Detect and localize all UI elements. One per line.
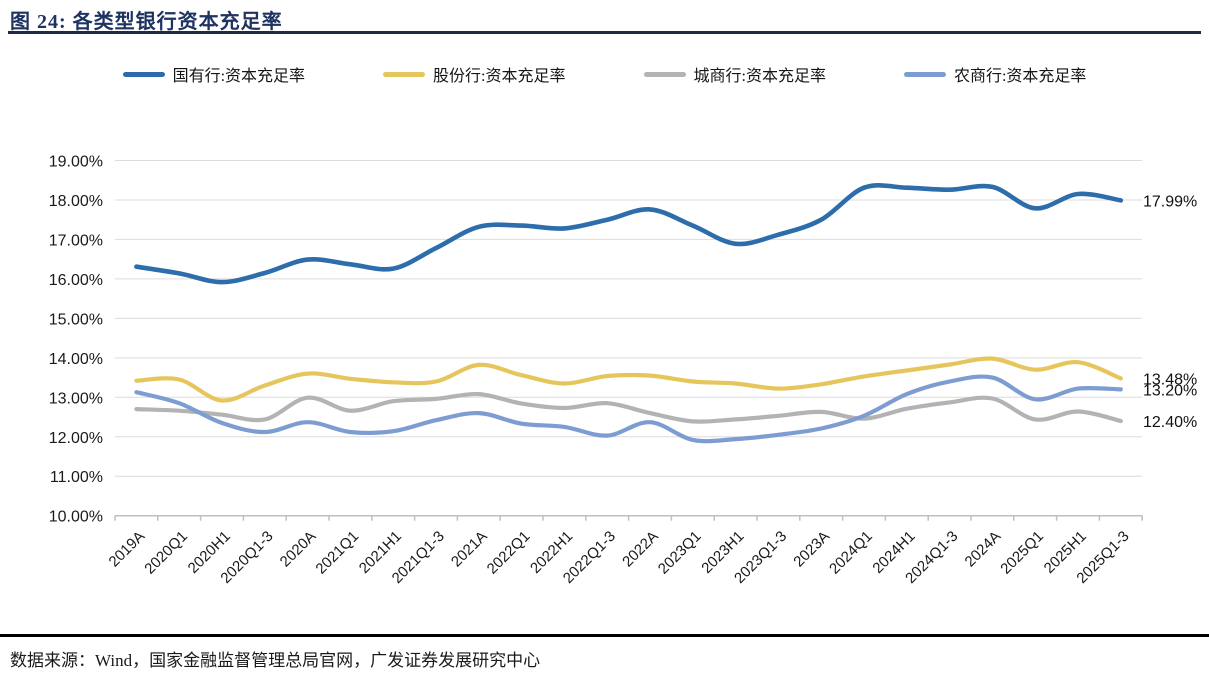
legend-swatch-joint-stock (383, 71, 426, 77)
legend-item-rural-commercial: 农商行:资本充足率 (903, 62, 1087, 86)
x-axis-tick-label: 2020Q1 (141, 528, 191, 578)
y-axis-tick-label: 15.00% (49, 311, 103, 328)
series-line-1 (134, 356, 1123, 403)
y-axis-tick-label: 11.00% (50, 469, 103, 486)
legend-swatch-rural-commercial (903, 71, 946, 77)
legend-item-city-commercial: 城商行:资本充足率 (643, 62, 826, 86)
series-end-label-1: 13.48% (1143, 371, 1197, 388)
legend-label-city-commercial: 城商行:资本充足率 (693, 68, 826, 85)
legend-swatch-city-commercial (643, 71, 686, 77)
x-axis-tick-label: 2023Q1 (655, 528, 705, 578)
series-line-3 (134, 374, 1123, 444)
series-line-2 (134, 391, 1123, 424)
data-source: 数据来源：Wind，国家金融监督管理总局官网，广发证券发展研究中心 (10, 651, 541, 670)
legend-label-rural-commercial: 农商行:资本充足率 (953, 68, 1087, 85)
y-axis-tick-label: 18.00% (49, 193, 103, 210)
footer-divider (0, 634, 1209, 637)
legend-item-state-owned: 国有行:资本充足率 (122, 62, 306, 86)
series-end-label-2: 12.40% (1143, 414, 1197, 431)
series-line-0 (134, 182, 1124, 285)
legend-label-state-owned: 国有行:资本充足率 (172, 68, 306, 85)
x-axis-tick-label: 2025Q1 (997, 528, 1047, 578)
figure-title: 图 24: 各类型银行资本充足率 (10, 11, 283, 33)
y-axis-tick-label: 16.00% (49, 272, 103, 289)
y-axis-tick-label: 13.00% (49, 390, 103, 407)
y-axis-tick-label: 19.00% (49, 154, 103, 171)
series-end-label-3: 13.20% (1143, 382, 1197, 399)
legend-item-joint-stock: 股份行:资本充足率 (383, 62, 566, 86)
legend-label-joint-stock: 股份行:资本充足率 (433, 68, 566, 85)
legend-swatch-state-owned (122, 71, 165, 77)
y-axis-tick-label: 10.00% (49, 509, 103, 526)
series-end-label-0: 17.99% (1143, 193, 1197, 210)
title-divider (8, 31, 1201, 34)
y-axis-tick-label: 17.00% (49, 232, 103, 249)
chart-legend: 国有行:资本充足率 股份行:资本充足率 城商行:资本充足率 农商行:资本充足率 (0, 62, 1209, 86)
y-axis-tick-label: 14.00% (49, 351, 103, 368)
x-axis-tick-label: 2021Q1 (312, 528, 362, 578)
y-axis-tick-label: 12.00% (49, 430, 103, 447)
x-axis-tick-label: 2022Q1 (484, 528, 534, 578)
x-axis-tick-label: 2024Q1 (826, 528, 876, 578)
